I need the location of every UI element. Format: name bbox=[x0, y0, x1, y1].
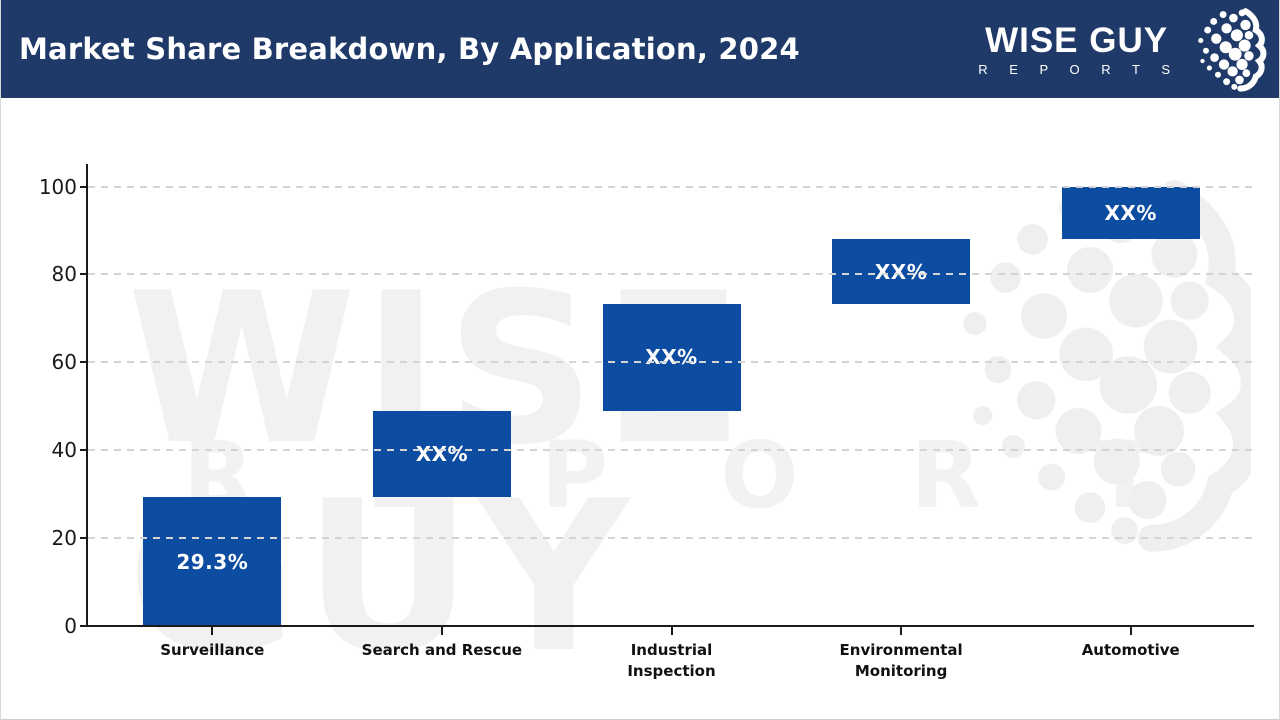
logo-face-icon bbox=[1198, 8, 1267, 92]
y-tick-mark-100 bbox=[80, 185, 88, 188]
bar-value-label: XX% bbox=[415, 441, 469, 466]
bar-automotive: XX% bbox=[1061, 186, 1200, 240]
bar-surveillance: 29.3% bbox=[143, 497, 282, 626]
y-tick-mark-80 bbox=[80, 273, 88, 276]
logo-sub-label: R E P O R T S bbox=[978, 61, 1179, 77]
x-category-label-line: Surveillance bbox=[160, 641, 265, 659]
x-category-label-environmental-monitoring: Environmental Monitoring bbox=[781, 640, 1021, 682]
y-tick-label-0: 0 bbox=[64, 614, 77, 638]
y-tick-mark-40 bbox=[80, 449, 88, 452]
x-axis bbox=[86, 625, 1254, 627]
page-title: Market Share Breakdown, By Application, … bbox=[19, 32, 800, 66]
x-category-label-line: Environmental bbox=[839, 641, 963, 659]
x-category-label-line: Industrial bbox=[630, 641, 713, 659]
x-tick-mark-5 bbox=[1129, 627, 1132, 635]
gridline-100 bbox=[88, 185, 1253, 188]
bar-industrial-inspection: XX% bbox=[602, 303, 741, 411]
y-tick-label-60: 60 bbox=[51, 350, 77, 375]
bar-value-label: XX% bbox=[874, 259, 928, 284]
bar-value-label: 29.3% bbox=[176, 549, 249, 574]
x-tick-mark-4 bbox=[900, 627, 903, 635]
y-tick-mark-20 bbox=[80, 537, 88, 540]
y-tick-label-100: 100 bbox=[38, 174, 77, 199]
y-tick-mark-60 bbox=[80, 361, 88, 364]
y-tick-label-20: 20 bbox=[51, 526, 77, 551]
x-tick-mark-1 bbox=[211, 627, 214, 635]
x-category-label-line: Monitoring bbox=[854, 662, 948, 680]
logo-text: WISE GUY R E P O R T S bbox=[974, 23, 1179, 76]
y-tick-label-80: 80 bbox=[51, 262, 77, 287]
x-category-label-line: Search and Rescue bbox=[361, 641, 523, 659]
gridline-40 bbox=[88, 449, 1253, 452]
x-category-label-industrial-inspection: Industrial Inspection bbox=[552, 640, 792, 682]
y-tick-mark-0 bbox=[80, 625, 88, 627]
wiseguy-logo: WISE GUY R E P O R T S bbox=[974, 6, 1267, 92]
title-bar: Market Share Breakdown, By Application, … bbox=[1, 0, 1279, 98]
y-tick-label-40: 40 bbox=[51, 438, 77, 463]
x-category-label-line: Automotive bbox=[1081, 641, 1180, 659]
x-category-label-search-and-rescue: Search and Rescue bbox=[322, 640, 562, 661]
gridline-60 bbox=[88, 361, 1253, 364]
x-category-label-line: Inspection bbox=[627, 662, 716, 680]
x-tick-mark-2 bbox=[440, 627, 443, 635]
x-tick-mark-3 bbox=[670, 627, 673, 635]
gridline-80 bbox=[88, 273, 1253, 276]
bar-value-label: XX% bbox=[1104, 200, 1157, 225]
bar-value-label: XX% bbox=[645, 345, 698, 370]
y-axis bbox=[86, 164, 88, 627]
x-category-label-automotive: Automotive bbox=[1011, 640, 1251, 661]
gridline-20 bbox=[88, 537, 1253, 540]
x-category-label-surveillance: Surveillance bbox=[92, 640, 332, 661]
bar-search-and-rescue: XX% bbox=[372, 410, 511, 498]
logo-brand-label: WISE GUY bbox=[985, 20, 1169, 60]
bar-environmental-monitoring: XX% bbox=[832, 239, 971, 304]
